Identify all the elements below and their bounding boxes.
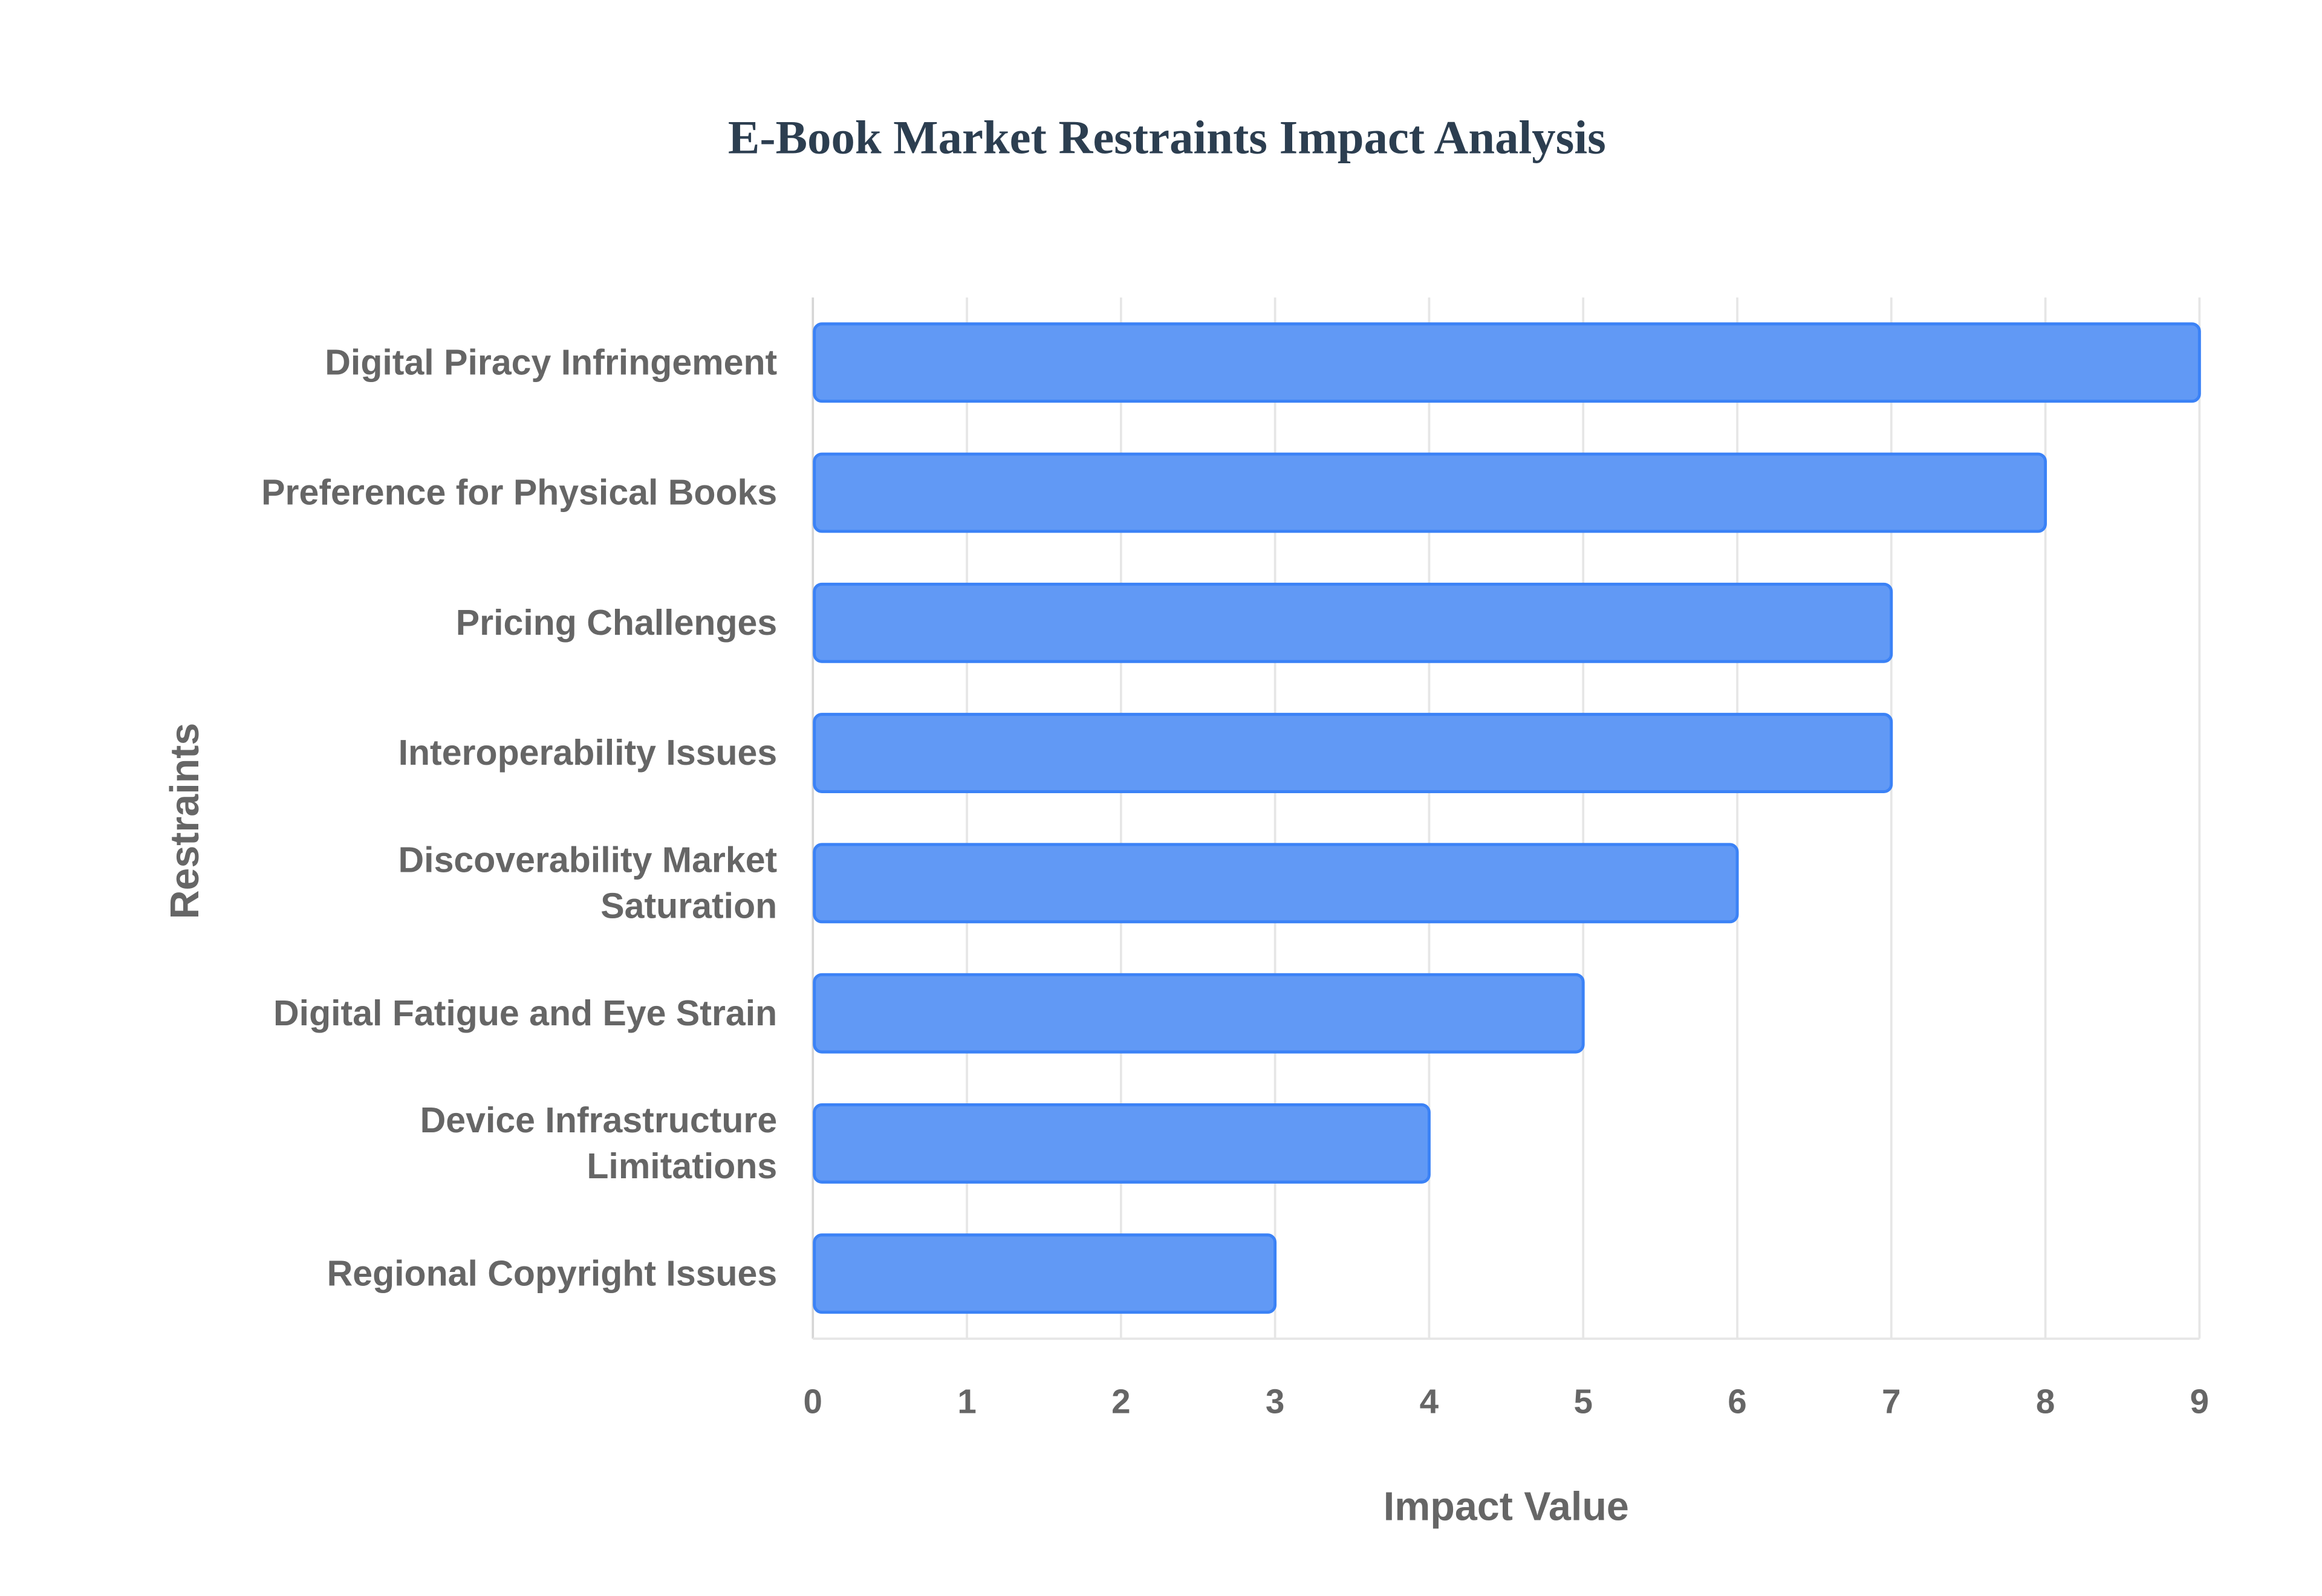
- category-label: Digital Piracy Infringement: [325, 342, 777, 382]
- x-tick-labels: 0 1 2 3 4 5 6 7 8 9: [804, 1382, 2210, 1420]
- x-tick-label: 9: [2190, 1382, 2209, 1420]
- bar: [813, 973, 1585, 1054]
- bar: [813, 1233, 1277, 1314]
- x-tick-label: 5: [1573, 1382, 1592, 1420]
- category-label: Preference for Physical Books: [261, 473, 777, 513]
- y-axis-label: Restraints: [163, 723, 207, 920]
- chart-title: E-Book Market Restraints Impact Analysis: [728, 111, 1606, 164]
- x-tick-label: 8: [2036, 1382, 2055, 1420]
- category-label: Device Infrastructure: [420, 1100, 778, 1140]
- category-labels: Digital Piracy Infringement Preference fo…: [261, 342, 777, 1293]
- category-label: Discoverability Market: [398, 840, 778, 880]
- bar: [813, 1103, 1431, 1184]
- bar: [813, 322, 2201, 403]
- x-tick-label: 7: [1882, 1382, 1901, 1420]
- category-label: Pricing Challenges: [456, 603, 777, 643]
- x-tick-label: 0: [804, 1382, 822, 1420]
- x-axis-label: Impact Value: [1384, 1485, 1629, 1529]
- category-label: Interoperability Issues: [398, 733, 778, 773]
- x-tick-label: 4: [1420, 1382, 1439, 1420]
- bar: [813, 843, 1739, 924]
- bar: [813, 713, 1893, 794]
- category-label: Digital Fatigue and Eye Strain: [273, 993, 777, 1033]
- bar: [813, 452, 2047, 533]
- x-tick-label: 1: [957, 1382, 976, 1420]
- category-label: Limitations: [587, 1146, 777, 1186]
- x-tick-label: 6: [1728, 1382, 1746, 1420]
- x-tick-label: 2: [1111, 1382, 1130, 1420]
- category-label: Regional Copyright Issues: [327, 1253, 778, 1293]
- bars: [813, 322, 2201, 1314]
- bar: [813, 582, 1893, 663]
- x-tick-label: 3: [1266, 1382, 1284, 1420]
- category-label: Saturation: [600, 886, 777, 926]
